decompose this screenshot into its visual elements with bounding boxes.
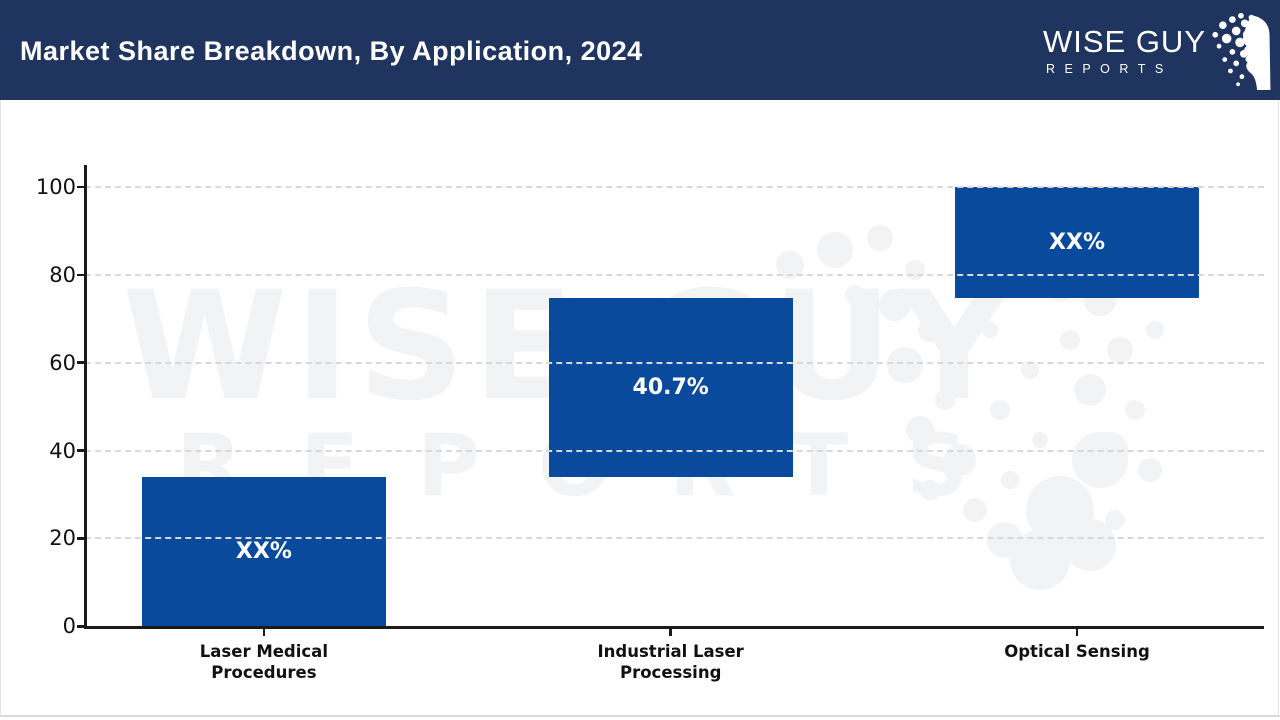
y-tick-label-40: 40 xyxy=(49,438,76,463)
gridline-100 xyxy=(85,185,1264,188)
bar-segment: XX% xyxy=(955,186,1199,299)
logo-wiseguy-text: WISE GUY xyxy=(1042,23,1206,59)
y-tick-mark-20 xyxy=(77,537,85,540)
y-tick-label-80: 80 xyxy=(49,262,76,287)
x-tick-mark-1 xyxy=(669,628,672,636)
gridline-60 xyxy=(85,361,1264,364)
bar-segment: XX% xyxy=(141,476,386,627)
y-tick-mark-80 xyxy=(77,273,85,277)
bottom-border-line xyxy=(0,715,1280,717)
x-axis-line xyxy=(84,625,1264,629)
y-tick-label-60: 60 xyxy=(49,350,76,375)
y-tick-label-0: 0 xyxy=(62,614,76,639)
y-tick-mark-100 xyxy=(77,185,85,189)
y-tick-mark-60 xyxy=(77,361,85,364)
bar-segment: 40.7% xyxy=(548,298,793,477)
bar-value-label: XX% xyxy=(1049,229,1105,255)
bar-value-label: 40.7% xyxy=(632,374,709,400)
logo-dot-face-icon xyxy=(1212,12,1271,90)
page-title: Market Share Breakdown, By Application, … xyxy=(20,36,643,66)
wiseguy-logo: WISE GUY REPORTS xyxy=(1043,10,1272,90)
y-tick-mark-0 xyxy=(77,625,85,628)
x-category-label: Laser Medical Procedures xyxy=(199,642,328,682)
gridline-20 xyxy=(85,537,1264,540)
left-border-line xyxy=(0,100,1,716)
gridline-40 xyxy=(85,449,1264,452)
x-tick-mark-2 xyxy=(1075,628,1079,636)
y-tick-label-100: 100 xyxy=(35,174,76,199)
y-axis-line xyxy=(84,165,87,628)
logo-reports-text: REPORTS xyxy=(1045,61,1173,76)
y-tick-label-20: 20 xyxy=(49,526,76,551)
x-category-label: Optical Sensing xyxy=(1004,642,1150,661)
x-tick-mark-0 xyxy=(262,628,266,636)
x-category-label: Industrial Laser Processing xyxy=(597,642,744,682)
gridline-80 xyxy=(85,273,1264,276)
right-border-line xyxy=(1278,100,1279,716)
header-bar: Market Share Breakdown, By Application, … xyxy=(0,0,1280,100)
y-tick-mark-40 xyxy=(77,449,85,452)
bar-value-label: XX% xyxy=(235,539,292,565)
